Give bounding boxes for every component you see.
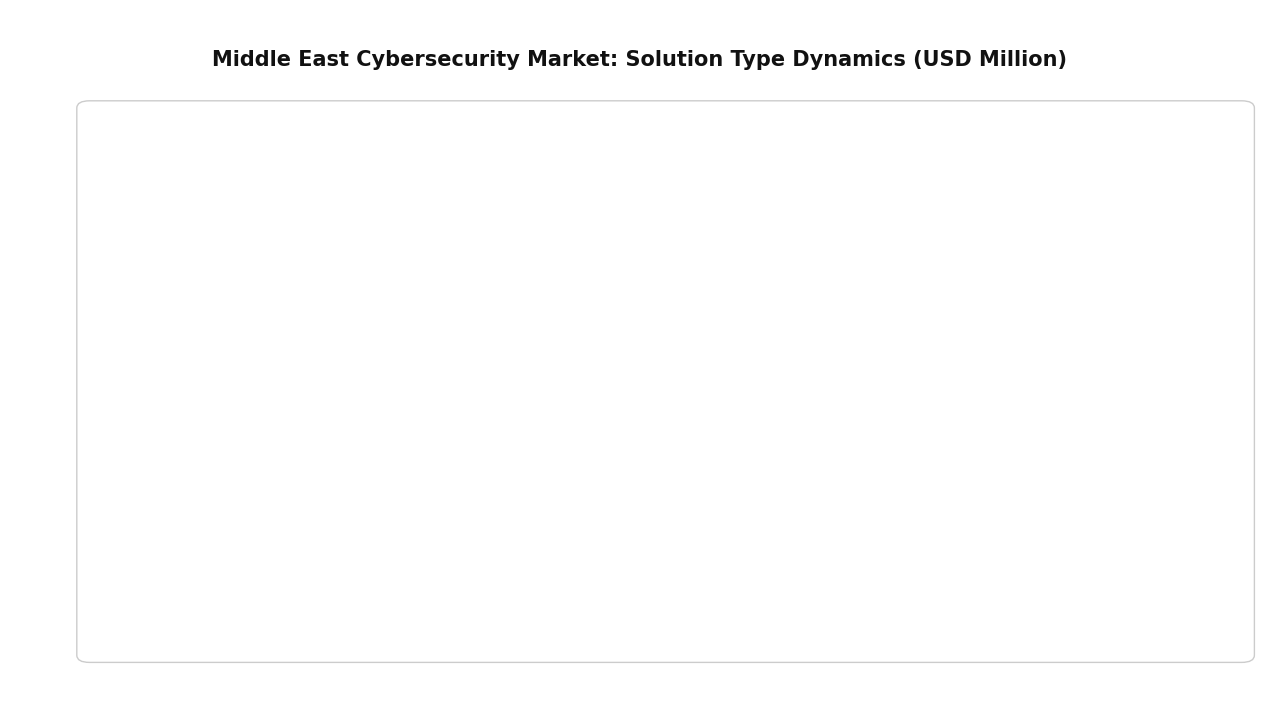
Bar [846, 166, 914, 562]
Text: Middle East Cybersecurity Market: Solution Type Dynamics (USD Million): Middle East Cybersecurity Market: Soluti… [212, 50, 1068, 71]
Bar [170, 230, 238, 562]
Bar [1093, 405, 1161, 562]
Bar [928, 331, 996, 562]
Bar [252, 368, 320, 562]
Bar [1011, 396, 1079, 562]
Bar [417, 436, 485, 562]
Legend: Identity & Access Management, Antivirus/Antimalware, Log Management & SIEM, Fire: Identity & Access Management, Antivirus/… [274, 628, 1057, 656]
Bar [335, 418, 403, 562]
